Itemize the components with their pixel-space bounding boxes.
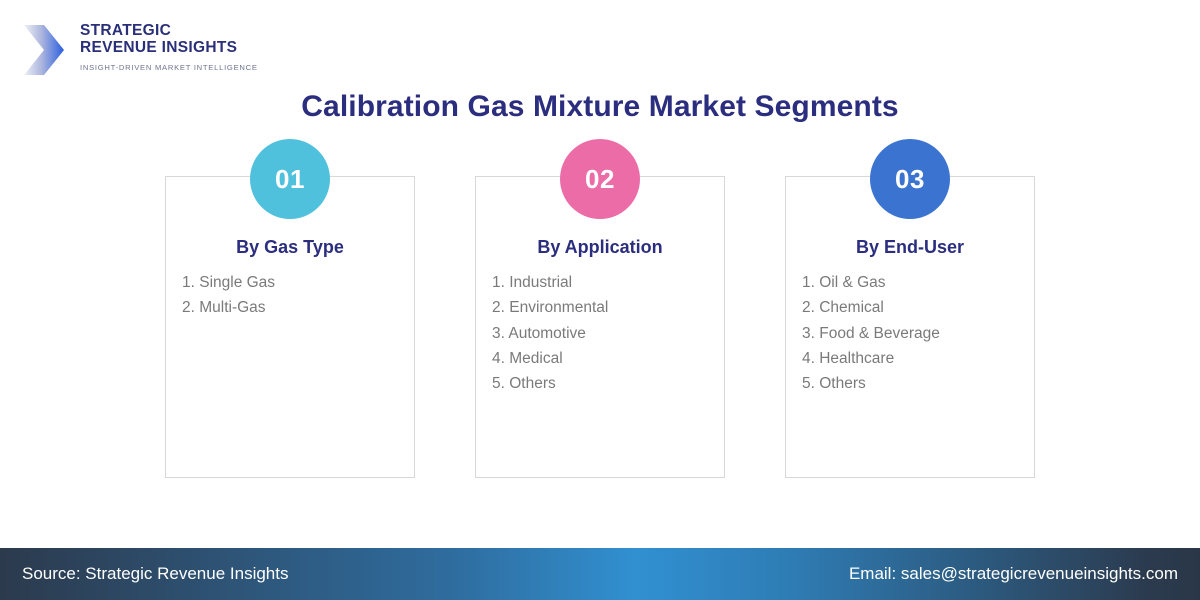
list-item: 1. Oil & Gas — [802, 274, 886, 291]
segment-card: 01 By Gas Type 1. Single Gas 2. Multi-Ga… — [165, 139, 415, 478]
segment-title: By Gas Type — [236, 237, 344, 257]
list-item: 4. Medical — [492, 349, 563, 367]
logo-line-2: REVENUE INSIGHTS — [80, 39, 238, 56]
list-item: 3. Automotive — [492, 324, 586, 342]
logo-wordmark: STRATEGIC REVENUE INSIGHTS INSIGHT-DRIVE… — [80, 22, 258, 72]
segment-number: 01 — [275, 163, 305, 194]
segment-item-list: 1. Oil & Gas 2. Chemical 3. Food & Bever… — [802, 270, 1024, 396]
footer-bar: Source: Strategic Revenue Insights Email… — [0, 548, 1200, 600]
brand-logo: STRATEGIC REVENUE INSIGHTS INSIGHT-DRIVE… — [22, 20, 282, 84]
list-item: 3. Food & Beverage — [802, 324, 940, 342]
segment-number: 02 — [585, 163, 615, 194]
chevron-right-icon — [22, 22, 66, 78]
page-title: Calibration Gas Mixture Market Segments — [301, 90, 899, 123]
list-item: 5. Others — [802, 375, 866, 393]
segment-number: 03 — [895, 163, 925, 194]
list-item: 2. Multi-Gas — [182, 299, 266, 317]
list-item: 2. Environmental — [492, 299, 609, 317]
logo-line-1: STRATEGIC — [80, 22, 172, 39]
list-item: 1. Single Gas — [182, 274, 276, 291]
segment-number-badge: 02 — [560, 139, 640, 219]
segment-card: 02 By Application 1. Industrial 2. Envir… — [475, 139, 725, 478]
segments-row: 01 By Gas Type 1. Single Gas 2. Multi-Ga… — [165, 139, 1035, 478]
segment-number-badge: 01 — [250, 139, 330, 219]
segment-number-badge: 03 — [870, 139, 950, 219]
list-item: 1. Industrial — [492, 274, 573, 291]
footer-email[interactable]: Email: sales@strategicrevenueinsights.co… — [848, 564, 1178, 583]
segment-title: By Application — [537, 237, 663, 257]
list-item: 5. Others — [492, 375, 556, 393]
segment-item-list: 1. Single Gas 2. Multi-Gas — [182, 270, 404, 321]
list-item: 4. Healthcare — [802, 349, 895, 367]
segment-card: 03 By End-User 1. Oil & Gas 2. Chemical … — [785, 139, 1035, 478]
list-item: 2. Chemical — [802, 299, 884, 317]
segment-title: By End-User — [855, 237, 965, 257]
segment-item-list: 1. Industrial 2. Environmental 3. Automo… — [492, 270, 714, 396]
logo-tagline: INSIGHT-DRIVEN MARKET INTELLIGENCE — [80, 63, 258, 72]
footer-source: Source: Strategic Revenue Insights — [22, 564, 289, 583]
